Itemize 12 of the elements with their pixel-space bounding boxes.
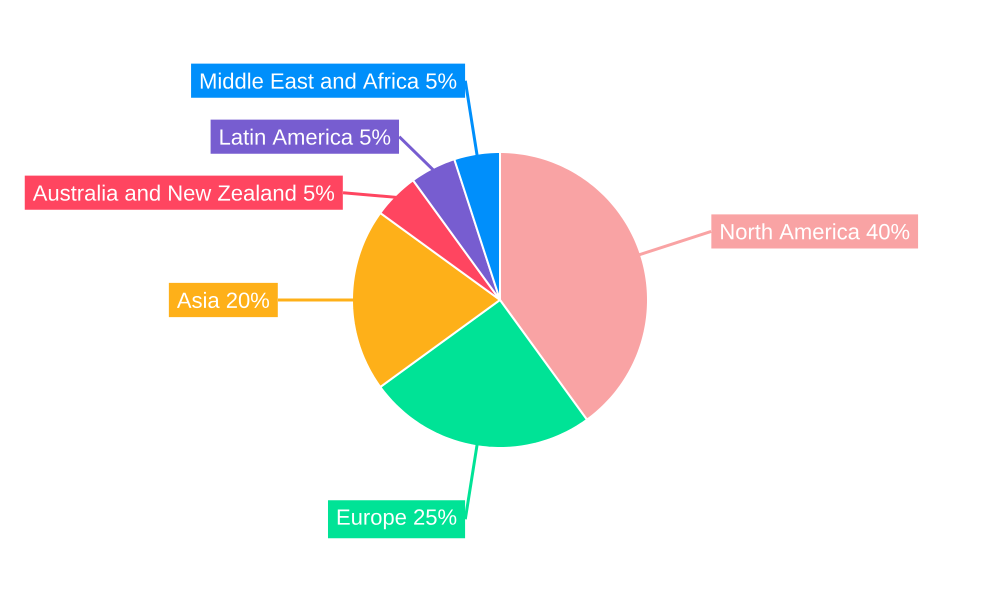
slice-label: Asia (176, 292, 220, 308)
data-label: 5% (304, 185, 334, 201)
slice-label: North America (721, 223, 860, 240)
slice-label: Europe (338, 510, 406, 530)
slice-label: Australia and New Zealand (32, 184, 296, 201)
slice-label: Middle East and Africa (200, 72, 420, 89)
slice-label: Latin America (220, 128, 354, 145)
data-label: 25% (414, 509, 456, 525)
data-label: 20% (226, 292, 270, 308)
data-label: 40% (866, 224, 910, 240)
data-label: 5% (426, 73, 456, 89)
data-label: 5% (360, 129, 390, 145)
